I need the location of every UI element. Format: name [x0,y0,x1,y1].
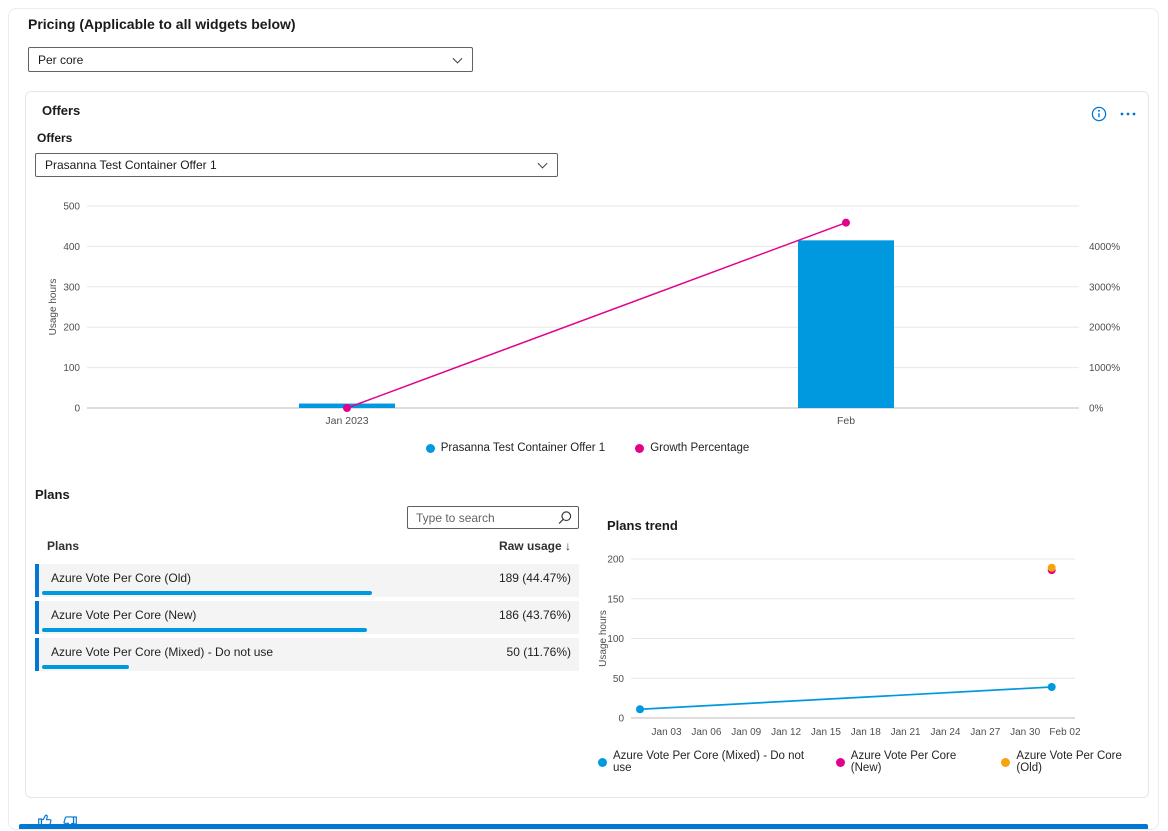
right-axis-tick-label: 4000% [1089,242,1120,253]
x-axis-tick-label: Jan 24 [930,727,960,738]
plan-raw-usage: 189 (44.47%) [498,571,571,585]
x-axis-tick-label: Jan 27 [970,727,1000,738]
y-axis-tick-label: 200 [63,323,80,334]
chevron-down-icon [452,53,463,64]
plans-trend-legend: Azure Vote Per Core (Mixed) - Do not use… [598,750,1148,774]
legend-label: Azure Vote Per Core (Old) [1016,750,1122,774]
y-axis-tick-label: 50 [613,674,625,685]
pricing-dropdown[interactable]: Per core [28,47,473,72]
analytics-panel: Pricing (Applicable to all widgets below… [8,8,1159,830]
plans-trend-title: Plans trend [607,518,678,533]
y-axis-tick-label: 100 [63,363,80,374]
offers-dropdown[interactable]: Prasanna Test Container Offer 1 [35,153,558,177]
x-axis-tick-label: Jan 09 [731,727,761,738]
legend-item-new: Azure Vote Per Core (New) [835,750,988,774]
offers-widget-card: Offers Offers Prasanna Test Container Of… [25,91,1149,798]
raw-usage-sort-header[interactable]: Raw usage ↓ [499,539,571,553]
plans-trend-chart: 0 50 100 150 200 Usage hours Jan 03 Jan 06 Jan 0… [598,555,1081,739]
x-axis-tick-label: Jan 30 [1010,727,1040,738]
usage-bar [42,591,372,595]
x-axis-tick-label: Jan 15 [811,727,841,738]
growth-point [842,218,850,227]
x-axis-tick-label: Jan 03 [652,727,682,738]
y-axis-title: Usage hours [48,279,59,336]
trend-point [636,705,644,714]
offers-dropdown-value: Prasanna Test Container Offer 1 [45,158,217,172]
legend-item-growth: Growth Percentage [635,442,749,454]
legend-item-old: Azure Vote Per Core (Old) [1001,750,1148,774]
sort-descending-icon: ↓ [565,539,571,553]
raw-usage-label: Raw usage [498,539,562,553]
offers-card-title: Offers [42,103,81,118]
y-axis-tick-label: 400 [63,242,80,253]
x-axis-tick-label: Feb 02 [1049,727,1081,738]
legend-item-mixed: Azure Vote Per Core (Mixed) - Do not use [598,750,822,774]
x-axis-tick-label: Jan 21 [891,727,921,738]
y-axis-tick-label: 200 [607,555,624,566]
x-axis-tick-label: Jan 12 [771,727,801,738]
trend-point [1047,682,1056,691]
x-axis-tick-label: Feb [837,415,855,427]
y-axis-tick-label: 0 [74,404,80,415]
trend-line [639,686,1052,711]
growth-point [343,404,351,412]
offers-chart-legend: Prasanna Test Container Offer 1 Growth P… [26,442,1149,454]
legend-label: Growth Percentage [650,442,750,454]
next-section-top-strip [19,824,1148,829]
right-axis-tick-label: 2000% [1089,323,1120,334]
plan-raw-usage: 50 (11.76%) [506,645,571,659]
usage-bar [798,240,894,408]
search-input[interactable] [408,510,557,525]
y-axis-tick-label: 100 [607,634,624,645]
table-row: Azure Vote Per Core (New) 186 (43.76%) [35,601,579,634]
right-axis-tick-label: 3000% [1089,282,1120,293]
y-axis-title: Usage hours [598,610,609,667]
plans-search-box [407,506,579,529]
x-axis-tick-label: Jan 2023 [325,415,368,427]
ellipsis-icon[interactable] [1118,106,1136,124]
plans-table: Azure Vote Per Core (Old) 189 (44.47%) A… [35,564,579,675]
usage-bar [42,628,367,632]
y-axis-tick-label: 0 [618,714,624,725]
right-axis-tick-label: 0% [1089,404,1104,415]
info-circle-icon[interactable] [1090,105,1108,123]
table-row: Azure Vote Per Core (Old) 189 (44.47%) [35,564,579,597]
legend-item-offer: Prasanna Test Container Offer 1 [425,442,606,454]
magenta-dot-icon [835,757,845,767]
plan-name: Azure Vote Per Core (New) [51,608,197,622]
legend-label: Prasanna Test Container Offer 1 [440,442,606,454]
growth-line [346,221,847,409]
y-axis-tick-label: 300 [63,282,80,293]
plan-name: Azure Vote Per Core (Old) [51,571,192,585]
blue-dot-icon [425,443,435,453]
chevron-down-icon [537,158,548,169]
right-axis-tick-label: 1000% [1089,363,1120,374]
offers-dropdown-label: Offers [37,131,73,145]
y-axis-tick-label: 150 [607,594,624,605]
orange-dot-icon [1001,757,1011,767]
magnifier-icon[interactable] [557,510,573,526]
pricing-label: Pricing (Applicable to all widgets below… [28,16,296,32]
x-axis-tick-label: Jan 06 [691,727,721,738]
y-axis-tick-label: 500 [63,202,80,213]
trend-point [1047,563,1056,572]
plans-section-title: Plans [35,487,70,502]
x-axis-tick-label: Jan 18 [851,727,881,738]
plans-table-header: Plans Raw usage ↓ [35,539,579,553]
blue-dot-icon [598,757,607,767]
usage-bar [42,665,129,669]
legend-label: Azure Vote Per Core (Mixed) - Do not use [613,750,805,774]
pricing-dropdown-value: Per core [38,52,84,67]
legend-label: Azure Vote Per Core (New) [850,750,957,774]
table-row: Azure Vote Per Core (Mixed) - Do not use… [35,638,579,671]
plans-column-header: Plans [47,539,80,553]
plan-raw-usage: 186 (43.76%) [498,608,571,622]
offers-usage-growth-chart: 0 0% 100 1000% 200 2000% 300 3000% 400 4000% 500 Us… [48,202,1120,428]
magenta-dot-icon [635,443,645,453]
plan-name: Azure Vote Per Core (Mixed) - Do not use [51,645,274,659]
